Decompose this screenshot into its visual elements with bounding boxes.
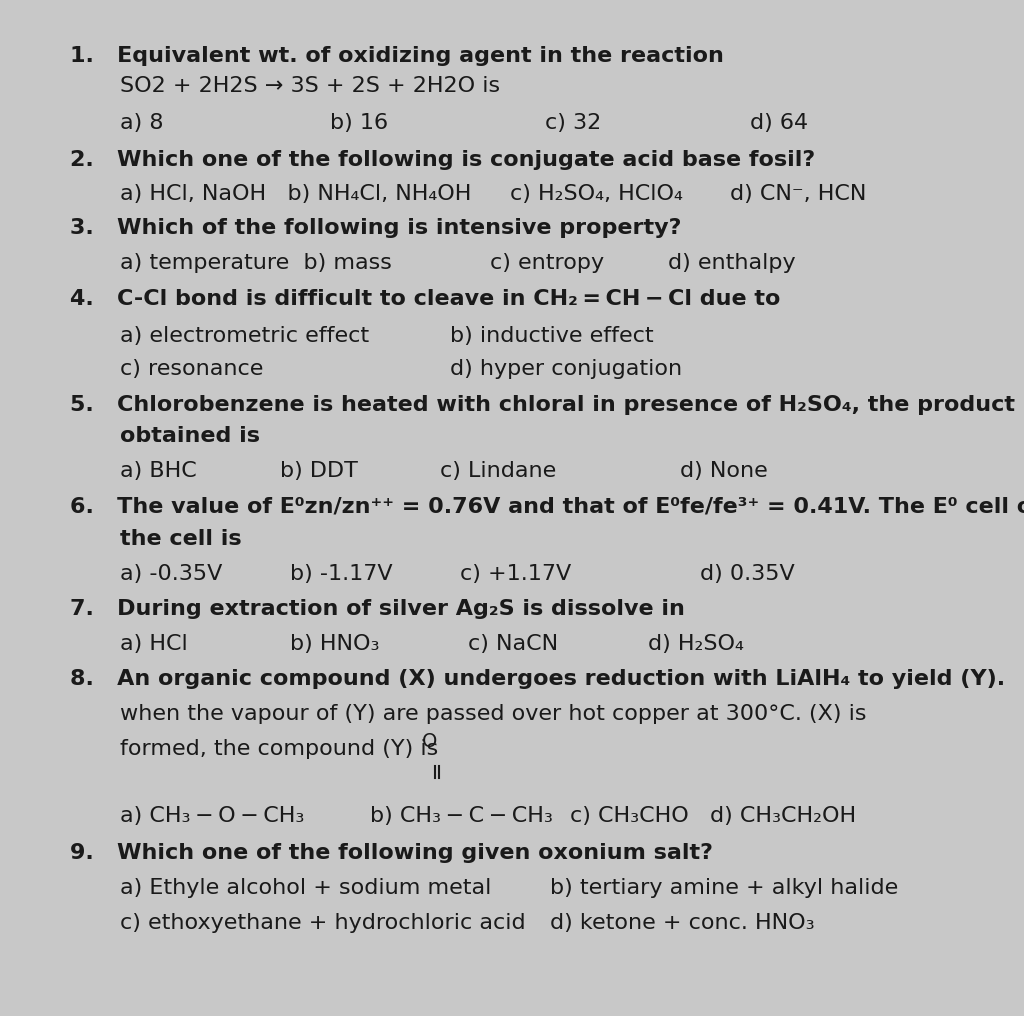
Text: a) electrometric effect: a) electrometric effect: [120, 326, 369, 346]
Text: d) None: d) None: [680, 461, 768, 481]
Text: a) HCl, NaOH   b) NH₄Cl, NH₄OH: a) HCl, NaOH b) NH₄Cl, NH₄OH: [120, 184, 471, 204]
Text: b) CH₃ − C − CH₃: b) CH₃ − C − CH₃: [370, 806, 553, 826]
Text: a) BHC: a) BHC: [120, 461, 197, 481]
Text: d) CH₃CH₂OH: d) CH₃CH₂OH: [710, 806, 856, 826]
Text: a) HCl: a) HCl: [120, 634, 187, 654]
Text: d) 64: d) 64: [750, 113, 808, 133]
Text: a) 8: a) 8: [120, 113, 164, 133]
Text: b) 16: b) 16: [330, 113, 388, 133]
Text: c) resonance: c) resonance: [120, 359, 263, 379]
Text: c) entropy: c) entropy: [490, 253, 604, 273]
Text: 5.   Chlorobenzene is heated with chloral in presence of H₂SO₄, the product: 5. Chlorobenzene is heated with chloral …: [70, 395, 1015, 415]
Text: 1.   Equivalent wt. of oxidizing agent in the reaction: 1. Equivalent wt. of oxidizing agent in …: [70, 46, 724, 66]
Text: c) NaCN: c) NaCN: [468, 634, 558, 654]
Text: d) H₂SO₄: d) H₂SO₄: [648, 634, 743, 654]
Text: d) 0.35V: d) 0.35V: [700, 564, 795, 584]
Text: O: O: [422, 732, 437, 751]
Text: 2.   Which one of the following is conjugate acid base fosil?: 2. Which one of the following is conjuga…: [70, 150, 815, 170]
Text: a) Ethyle alcohol + sodium metal: a) Ethyle alcohol + sodium metal: [120, 878, 492, 898]
Text: d) ketone + conc. HNO₃: d) ketone + conc. HNO₃: [550, 913, 815, 933]
Text: 9.   Which one of the following given oxonium salt?: 9. Which one of the following given oxon…: [70, 843, 713, 863]
Text: 6.   The value of E⁰zn/zn⁺⁺ = 0.76V and that of E⁰fe/fe³⁺ = 0.41V. The E⁰ cell o: 6. The value of E⁰zn/zn⁺⁺ = 0.76V and th…: [70, 497, 1024, 517]
Text: c) +1.17V: c) +1.17V: [460, 564, 571, 584]
Text: c) H₂SO₄, HClO₄: c) H₂SO₄, HClO₄: [510, 184, 683, 204]
Text: the cell is: the cell is: [120, 529, 242, 549]
Text: when the vapour of (Y) are passed over hot copper at 300°C. (X) is: when the vapour of (Y) are passed over h…: [120, 704, 866, 724]
Text: b) inductive effect: b) inductive effect: [450, 326, 653, 346]
Text: d) hyper conjugation: d) hyper conjugation: [450, 359, 682, 379]
Text: b) -1.17V: b) -1.17V: [290, 564, 392, 584]
Text: a) -0.35V: a) -0.35V: [120, 564, 222, 584]
Text: 3.   Which of the following is intensive property?: 3. Which of the following is intensive p…: [70, 218, 682, 238]
Text: formed, the compound (Y) is: formed, the compound (Y) is: [120, 739, 438, 759]
Text: b) HNO₃: b) HNO₃: [290, 634, 380, 654]
Text: b) tertiary amine + alkyl halide: b) tertiary amine + alkyl halide: [550, 878, 898, 898]
Text: SO2 + 2H2S → 3S + 2S + 2H2O is: SO2 + 2H2S → 3S + 2S + 2H2O is: [120, 76, 500, 96]
Text: obtained is: obtained is: [120, 426, 260, 446]
Text: 7.   During extraction of silver Ag₂S is dissolve in: 7. During extraction of silver Ag₂S is d…: [70, 599, 685, 619]
Text: a) CH₃ − O − CH₃: a) CH₃ − O − CH₃: [120, 806, 304, 826]
Text: c) ethoxyethane + hydrochloric acid: c) ethoxyethane + hydrochloric acid: [120, 913, 525, 933]
Text: a) temperature  b) mass: a) temperature b) mass: [120, 253, 392, 273]
Text: d) enthalpy: d) enthalpy: [668, 253, 796, 273]
Text: c) Lindane: c) Lindane: [440, 461, 556, 481]
Text: c) CH₃CHO: c) CH₃CHO: [570, 806, 689, 826]
Text: c) 32: c) 32: [545, 113, 601, 133]
Text: d) CN⁻, HCN: d) CN⁻, HCN: [730, 184, 866, 204]
Text: 4.   C-Cl bond is difficult to cleave in CH₂ = CH − Cl due to: 4. C-Cl bond is difficult to cleave in C…: [70, 289, 780, 309]
Text: 8.   An organic compound (X) undergoes reduction with LiAlH₄ to yield (Y).: 8. An organic compound (X) undergoes red…: [70, 669, 1006, 689]
Text: b) DDT: b) DDT: [280, 461, 357, 481]
